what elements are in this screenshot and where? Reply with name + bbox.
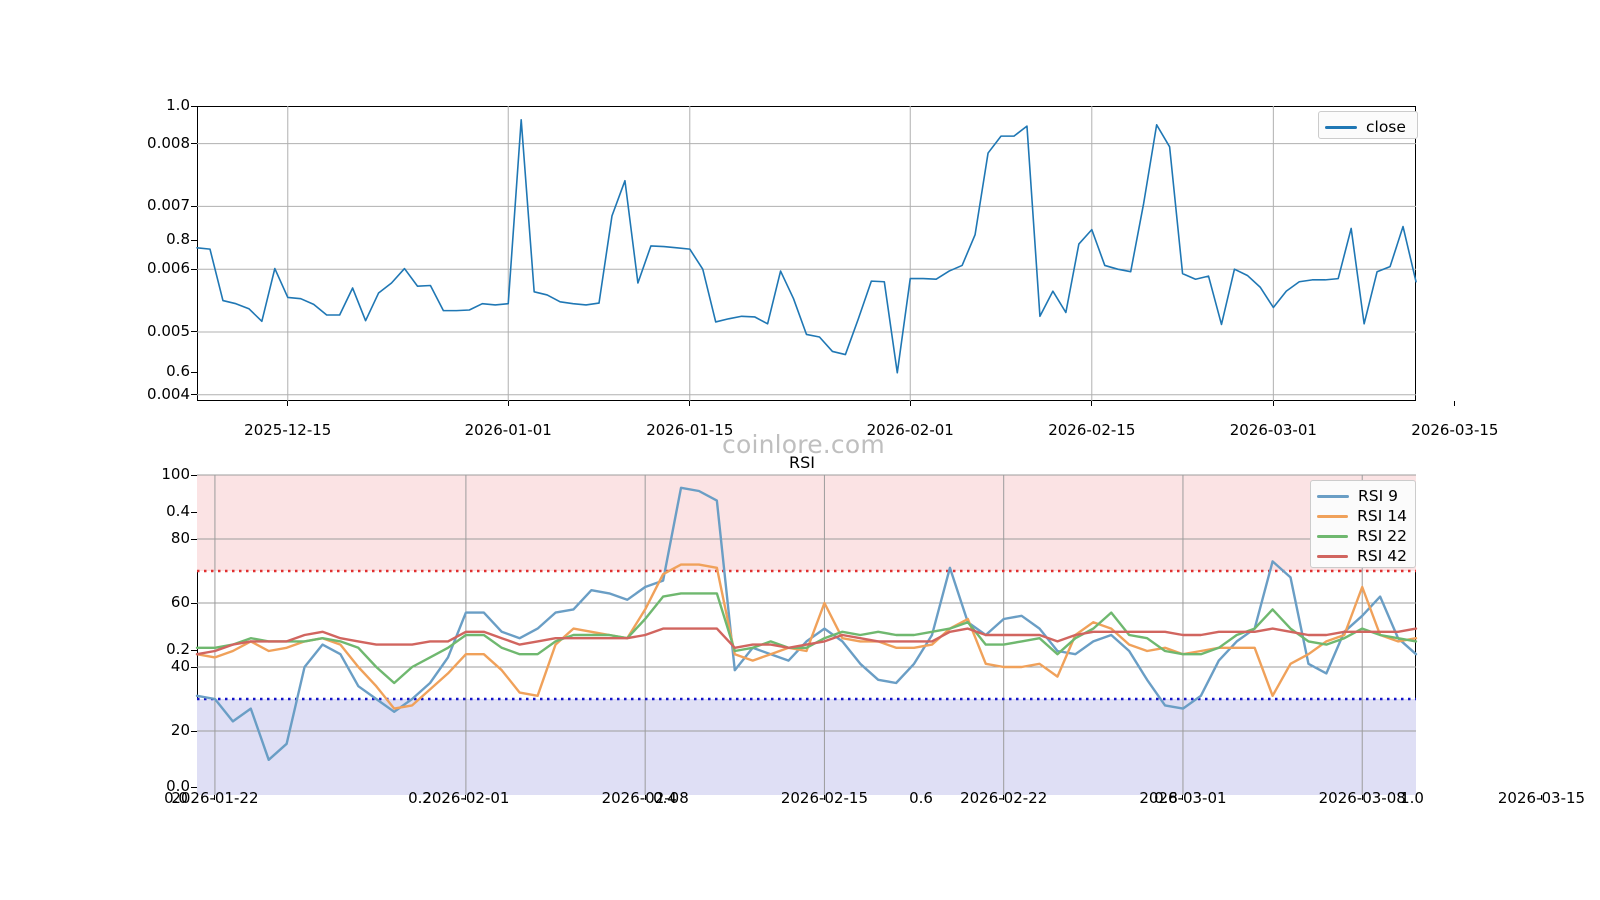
price-y-tickmark-1 <box>191 205 197 207</box>
rsi-x-overlay-tick-1: 0.2 <box>408 789 432 807</box>
rsi-legend-label-2: RSI 22 <box>1357 527 1407 545</box>
rsi-legend-swatch-3 <box>1317 554 1349 558</box>
price-y-tickmark-3 <box>191 331 197 333</box>
price-x-tick-0: 2025-12-15 <box>244 421 332 439</box>
price-y-tickmark-2 <box>191 268 197 270</box>
watermark: coinlore.com <box>722 430 885 459</box>
price-y-overlay-tickmark-1 <box>191 240 197 241</box>
rsi-y-tickmark-4 <box>191 730 197 732</box>
price-legend-swatch-0 <box>1325 125 1357 129</box>
rsi-y-tickmark-0 <box>191 474 197 476</box>
rsi-y-overlay-tick-0: 0.4 <box>166 502 190 520</box>
price-x-tickmark-2 <box>689 401 691 406</box>
price-x-tick-2: 2026-01-15 <box>646 421 734 439</box>
price-x-tickmark-3 <box>909 401 911 406</box>
rsi-legend-item-1[interactable]: RSI 14 <box>1317 506 1407 526</box>
rsi-x-tickmark-4 <box>1003 795 1005 800</box>
rsi-y-tick-0: 100 <box>161 465 190 483</box>
price-x-tick-4: 2026-02-15 <box>1048 421 1136 439</box>
rsi-x-tick-7: 2026-03-15 <box>1476 789 1600 807</box>
price-x-tickmark-0 <box>287 401 289 406</box>
price-y-tickmark-0 <box>191 143 197 145</box>
rsi-x-tickmark-2 <box>644 795 646 800</box>
rsi-x-tickmark-0 <box>214 795 216 800</box>
rsi-y-overlay-tickmark-0 <box>191 512 197 513</box>
price-x-tickmark-4 <box>1091 401 1093 406</box>
rsi-legend-item-0[interactable]: RSI 9 <box>1317 486 1407 506</box>
rsi-legend-swatch-1 <box>1317 514 1349 518</box>
rsi-legend-item-3[interactable]: RSI 42 <box>1317 546 1407 566</box>
rsi-legend-item-2[interactable]: RSI 22 <box>1317 526 1407 546</box>
price-chart-panel <box>196 106 1417 401</box>
rsi-x-overlay-tick-2: 0.4 <box>653 789 677 807</box>
price-x-tick-5: 2026-03-01 <box>1229 421 1317 439</box>
rsi-x-tickmark-7 <box>1540 795 1542 800</box>
rsi-x-tickmark-3 <box>823 795 825 800</box>
price-legend-label-0: close <box>1366 118 1406 136</box>
rsi-y-tick-1: 80 <box>170 529 190 547</box>
price-y-tick-3: 0.005 <box>147 321 190 340</box>
rsi-x-overlay-tick-5: 1.0 <box>1400 789 1424 807</box>
price-x-tickmark-5 <box>1272 401 1274 406</box>
price-y-overlay-tick-1: 0.8 <box>166 230 190 248</box>
rsi-legend-swatch-2 <box>1317 534 1349 538</box>
rsi-legend-label-1: RSI 14 <box>1357 507 1407 525</box>
price-x-tickmark-6 <box>1454 401 1456 406</box>
rsi-chart-panel <box>195 474 1418 795</box>
price-y-tickmark-4 <box>191 394 197 396</box>
rsi-legend-label-3: RSI 42 <box>1357 547 1407 565</box>
price-y-overlay-tick-2: 0.6 <box>166 362 190 380</box>
rsi-x-tickmark-5 <box>1182 795 1184 800</box>
price-y-overlay-tickmark-2 <box>191 372 197 373</box>
rsi-y-overlay-tickmark-2 <box>191 787 197 788</box>
price-legend-item-0[interactable]: close <box>1325 117 1409 137</box>
rsi-x-overlay-tick-4: 0.8 <box>1154 789 1178 807</box>
price-x-tickmark-1 <box>507 401 509 406</box>
rsi-y-overlay-tick-2: 0.0 <box>166 777 190 795</box>
rsi-line-svg <box>195 474 1418 795</box>
rsi-x-overlay-tick-3: 0.6 <box>909 789 933 807</box>
rsi-legend-swatch-0 <box>1317 494 1349 498</box>
rsi-x-tickmark-1 <box>465 795 467 800</box>
rsi-y-tickmark-2 <box>191 602 197 604</box>
price-y-overlay-tickmark-0 <box>191 106 197 107</box>
price-y-overlay-tick-0: 1.0 <box>166 96 190 114</box>
price-y-tick-1: 0.007 <box>147 196 190 215</box>
rsi-y-tickmark-3 <box>191 666 197 668</box>
rsi-legend[interactable]: RSI 9 RSI 14 RSI 22 RSI 42 <box>1310 480 1416 568</box>
rsi-y-tick-3: 40 <box>170 657 190 675</box>
price-y-tick-2: 0.006 <box>147 259 190 278</box>
price-x-tick-3: 2026-02-01 <box>866 421 954 439</box>
rsi-y-tick-4: 20 <box>170 721 190 739</box>
rsi-y-tick-2: 60 <box>170 593 190 611</box>
rsi-y-overlay-tickmark-1 <box>191 650 197 651</box>
price-x-tick-1: 2026-01-01 <box>464 421 552 439</box>
price-y-tick-0: 0.008 <box>147 133 190 152</box>
rsi-y-overlay-tick-1: 0.2 <box>166 640 190 658</box>
rsi-x-overlay-tick-0: 0.0 <box>164 789 188 807</box>
price-legend[interactable]: close <box>1318 111 1418 139</box>
price-y-tick-4: 0.004 <box>147 384 190 403</box>
rsi-y-tickmark-1 <box>191 538 197 540</box>
price-x-tick-6: 2026-03-15 <box>1411 421 1499 439</box>
rsi-legend-label-0: RSI 9 <box>1358 487 1398 505</box>
rsi-panel-title: RSI <box>789 453 815 472</box>
price-plot-frame <box>197 106 1416 401</box>
rsi-x-tickmark-6 <box>1361 795 1363 800</box>
price-line-svg <box>196 106 1417 401</box>
